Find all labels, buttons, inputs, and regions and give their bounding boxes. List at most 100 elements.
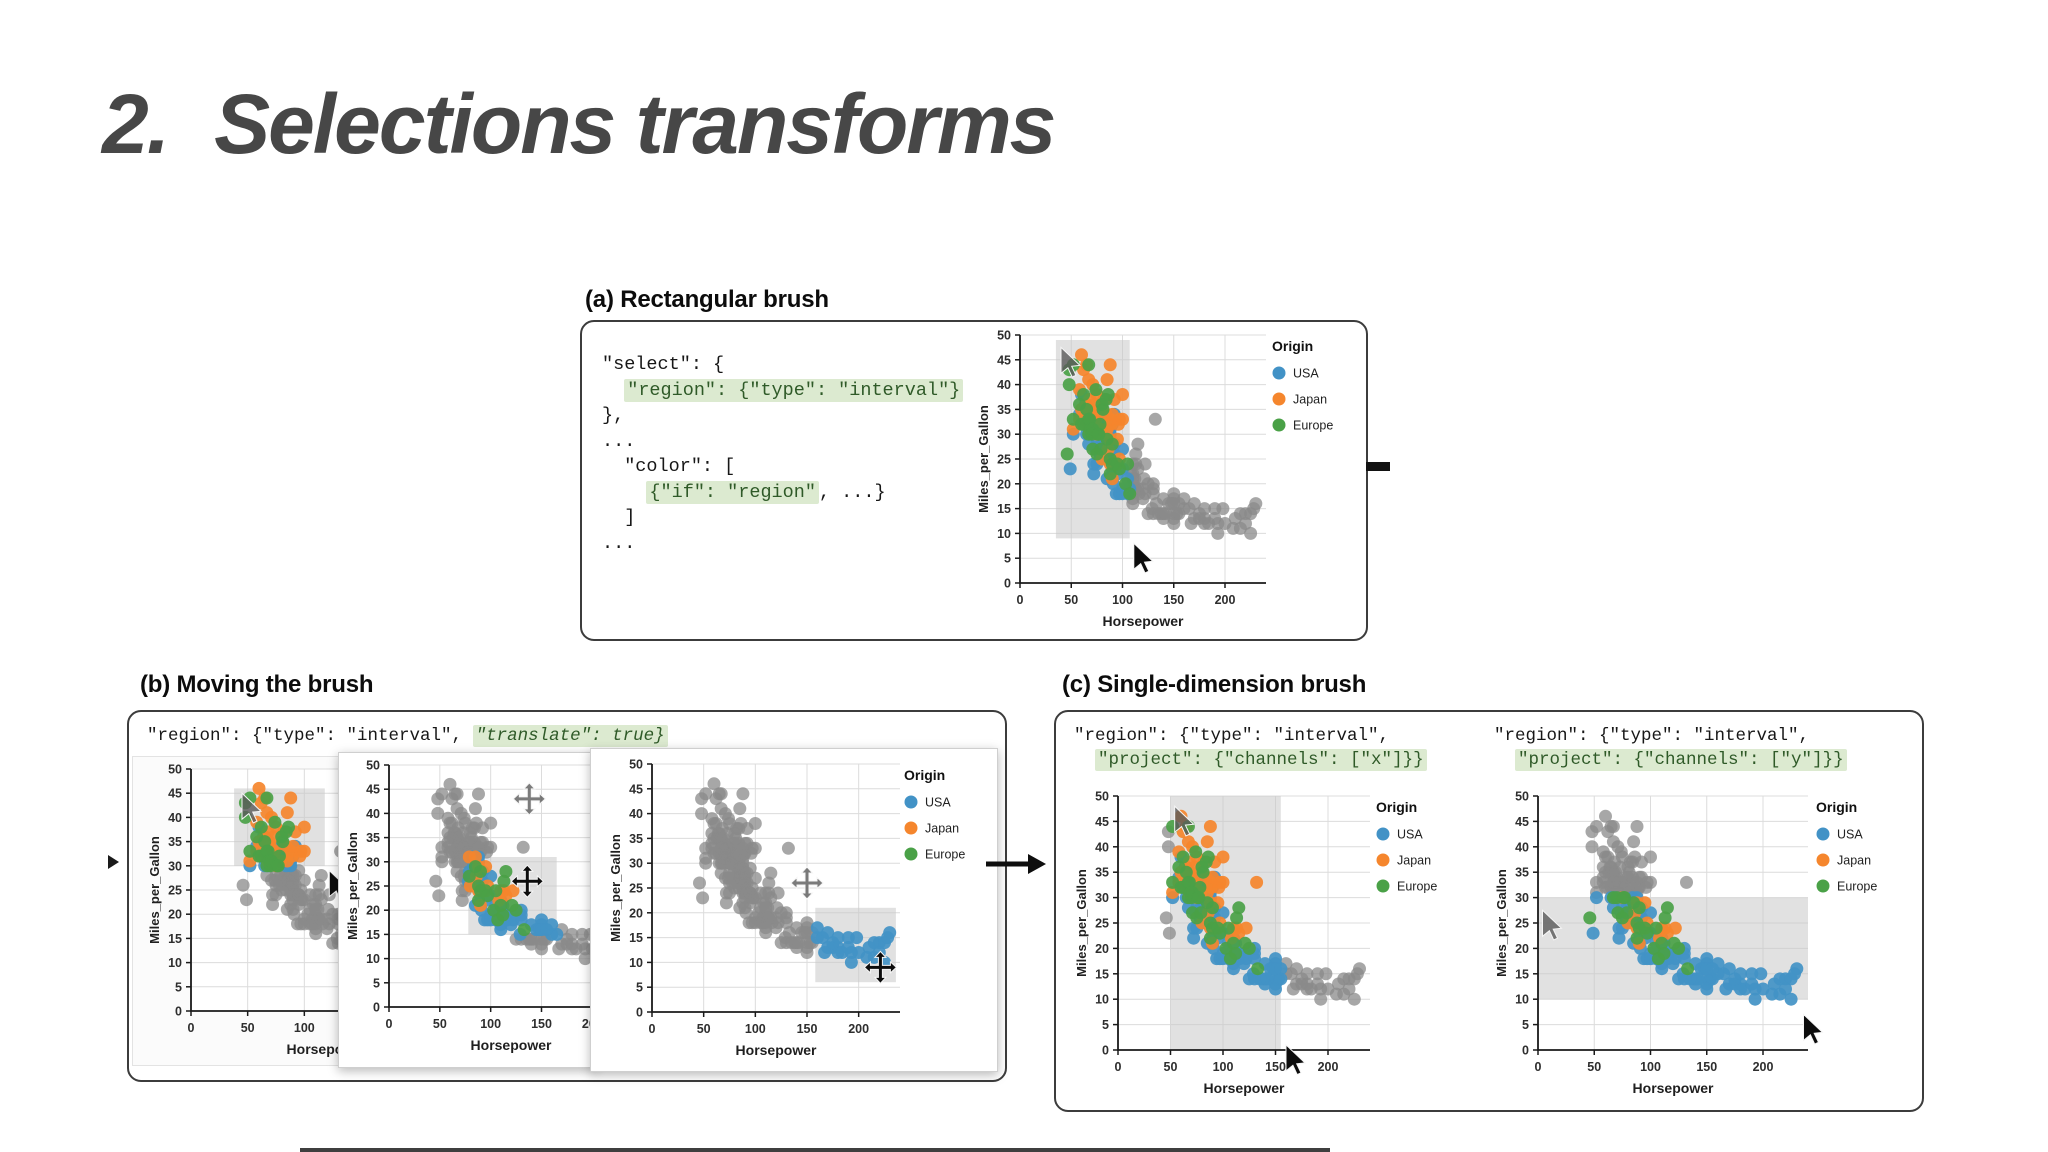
svg-text:35: 35: [1095, 866, 1109, 880]
svg-text:50: 50: [366, 759, 380, 773]
svg-text:40: 40: [1515, 840, 1529, 854]
svg-text:Europe: Europe: [1293, 419, 1333, 433]
svg-text:30: 30: [1095, 891, 1109, 905]
svg-text:Horsepower: Horsepower: [736, 1042, 817, 1058]
svg-text:50: 50: [241, 1021, 255, 1035]
svg-text:Origin: Origin: [1816, 799, 1857, 815]
svg-text:5: 5: [1004, 552, 1011, 566]
flow-arrow-icon: [986, 854, 1046, 874]
svg-text:100: 100: [1112, 593, 1133, 607]
svg-text:USA: USA: [1397, 828, 1423, 842]
svg-text:100: 100: [1213, 1060, 1234, 1074]
panel-a-heading: (a) Rectangular brush: [585, 286, 829, 313]
svg-text:15: 15: [1095, 967, 1109, 981]
svg-text:20: 20: [1095, 942, 1109, 956]
bottom-edge-line: [300, 1148, 1330, 1152]
panel-c-code-snippet-x: "region": {"type": "interval", "project"…: [1074, 724, 1427, 772]
panel-b-code-snippet: "region": {"type": "interval", "translat…: [147, 724, 668, 748]
svg-text:5: 5: [1522, 1018, 1529, 1032]
svg-text:10: 10: [168, 956, 182, 970]
svg-text:150: 150: [531, 1017, 552, 1031]
svg-text:0: 0: [1102, 1044, 1109, 1058]
svg-text:40: 40: [629, 807, 643, 821]
svg-text:150: 150: [1265, 1060, 1286, 1074]
svg-text:Miles_per_Gallon: Miles_per_Gallon: [608, 834, 623, 942]
svg-text:Horsepower: Horsepower: [471, 1037, 552, 1053]
svg-text:0: 0: [188, 1021, 195, 1035]
svg-text:10: 10: [366, 952, 380, 966]
svg-text:Miles_per_Gallon: Miles_per_Gallon: [1494, 869, 1509, 977]
panel-a: "select": { "region": {"type": "interval…: [580, 320, 1368, 641]
svg-text:35: 35: [629, 832, 643, 846]
svg-text:45: 45: [629, 782, 643, 796]
svg-text:50: 50: [433, 1017, 447, 1031]
slide-title-number: 2.: [102, 77, 170, 171]
svg-text:25: 25: [629, 882, 643, 896]
svg-text:Japan: Japan: [1837, 854, 1871, 868]
svg-text:Europe: Europe: [1397, 880, 1437, 894]
svg-text:30: 30: [997, 428, 1011, 442]
svg-text:15: 15: [168, 932, 182, 946]
svg-text:0: 0: [636, 1006, 643, 1020]
svg-text:150: 150: [1696, 1060, 1717, 1074]
svg-text:Miles_per_Gallon: Miles_per_Gallon: [976, 405, 991, 513]
svg-text:45: 45: [366, 783, 380, 797]
svg-text:50: 50: [168, 763, 182, 777]
panel-c-code-snippet-y: "region": {"type": "interval", "project"…: [1494, 724, 1847, 772]
slide-title: 2. Selections transforms: [102, 76, 1056, 173]
panel-b-heading: (b) Moving the brush: [140, 671, 374, 698]
svg-text:25: 25: [366, 880, 380, 894]
svg-text:0: 0: [1522, 1044, 1529, 1058]
svg-text:50: 50: [1064, 593, 1078, 607]
svg-text:0: 0: [649, 1022, 656, 1036]
svg-text:20: 20: [1515, 942, 1529, 956]
svg-text:20: 20: [997, 477, 1011, 491]
svg-text:5: 5: [175, 980, 182, 994]
scatter-chart-brush-end: 0 5 10 15 20 25 30 35 40 45 50 0 50 100 150 200 Horsepow…: [596, 754, 992, 1069]
svg-text:50: 50: [697, 1022, 711, 1036]
svg-text:35: 35: [366, 831, 380, 845]
chart-card-brush-end: 0 5 10 15 20 25 30 35 40 45 50 0 50 100 150 200 Horsepow…: [590, 748, 998, 1072]
svg-text:Japan: Japan: [1293, 393, 1327, 407]
svg-text:Horsepower: Horsepower: [1103, 613, 1184, 629]
svg-text:200: 200: [1215, 593, 1236, 607]
svg-text:0: 0: [175, 1005, 182, 1019]
svg-text:Japan: Japan: [925, 822, 959, 836]
svg-text:50: 50: [1095, 790, 1109, 804]
svg-text:45: 45: [1515, 815, 1529, 829]
svg-text:100: 100: [294, 1021, 315, 1035]
svg-text:25: 25: [997, 453, 1011, 467]
svg-text:35: 35: [168, 835, 182, 849]
svg-text:0: 0: [386, 1017, 393, 1031]
svg-text:15: 15: [366, 928, 380, 942]
svg-text:25: 25: [1095, 917, 1109, 931]
svg-text:25: 25: [1515, 917, 1529, 931]
svg-text:50: 50: [629, 758, 643, 772]
svg-text:100: 100: [745, 1022, 766, 1036]
svg-text:20: 20: [629, 906, 643, 920]
svg-text:15: 15: [1515, 967, 1529, 981]
svg-text:Miles_per_Gallon: Miles_per_Gallon: [345, 832, 360, 940]
svg-text:30: 30: [366, 855, 380, 869]
chart-card-brush-middle: 05101520253035404550050100150200Horsepow…: [338, 752, 596, 1068]
svg-text:15: 15: [997, 502, 1011, 516]
scatter-chart-brush-middle: 05101520253035404550050100150200Horsepow…: [339, 755, 595, 1064]
svg-text:40: 40: [168, 811, 182, 825]
svg-text:Miles_per_Gallon: Miles_per_Gallon: [147, 836, 162, 944]
panel-b: "region": {"type": "interval", "translat…: [127, 710, 1007, 1082]
svg-text:45: 45: [168, 787, 182, 801]
svg-text:Japan: Japan: [1397, 854, 1431, 868]
svg-text:Origin: Origin: [904, 767, 945, 783]
svg-text:USA: USA: [1837, 828, 1863, 842]
svg-text:50: 50: [1164, 1060, 1178, 1074]
svg-text:20: 20: [168, 908, 182, 922]
panel-a-code-snippet: "select": { "region": {"type": "interval…: [602, 352, 964, 556]
svg-text:100: 100: [480, 1017, 501, 1031]
svg-text:5: 5: [373, 976, 380, 990]
scatter-chart-y-band-brush: 0 5 10 15 20 25 30 35 40 45 50 0 50 100 150 200 Horsepow…: [1480, 788, 1916, 1109]
svg-text:10: 10: [629, 956, 643, 970]
svg-text:150: 150: [1163, 593, 1184, 607]
svg-text:35: 35: [1515, 866, 1529, 880]
svg-text:150: 150: [797, 1022, 818, 1036]
svg-text:0: 0: [1004, 577, 1011, 591]
